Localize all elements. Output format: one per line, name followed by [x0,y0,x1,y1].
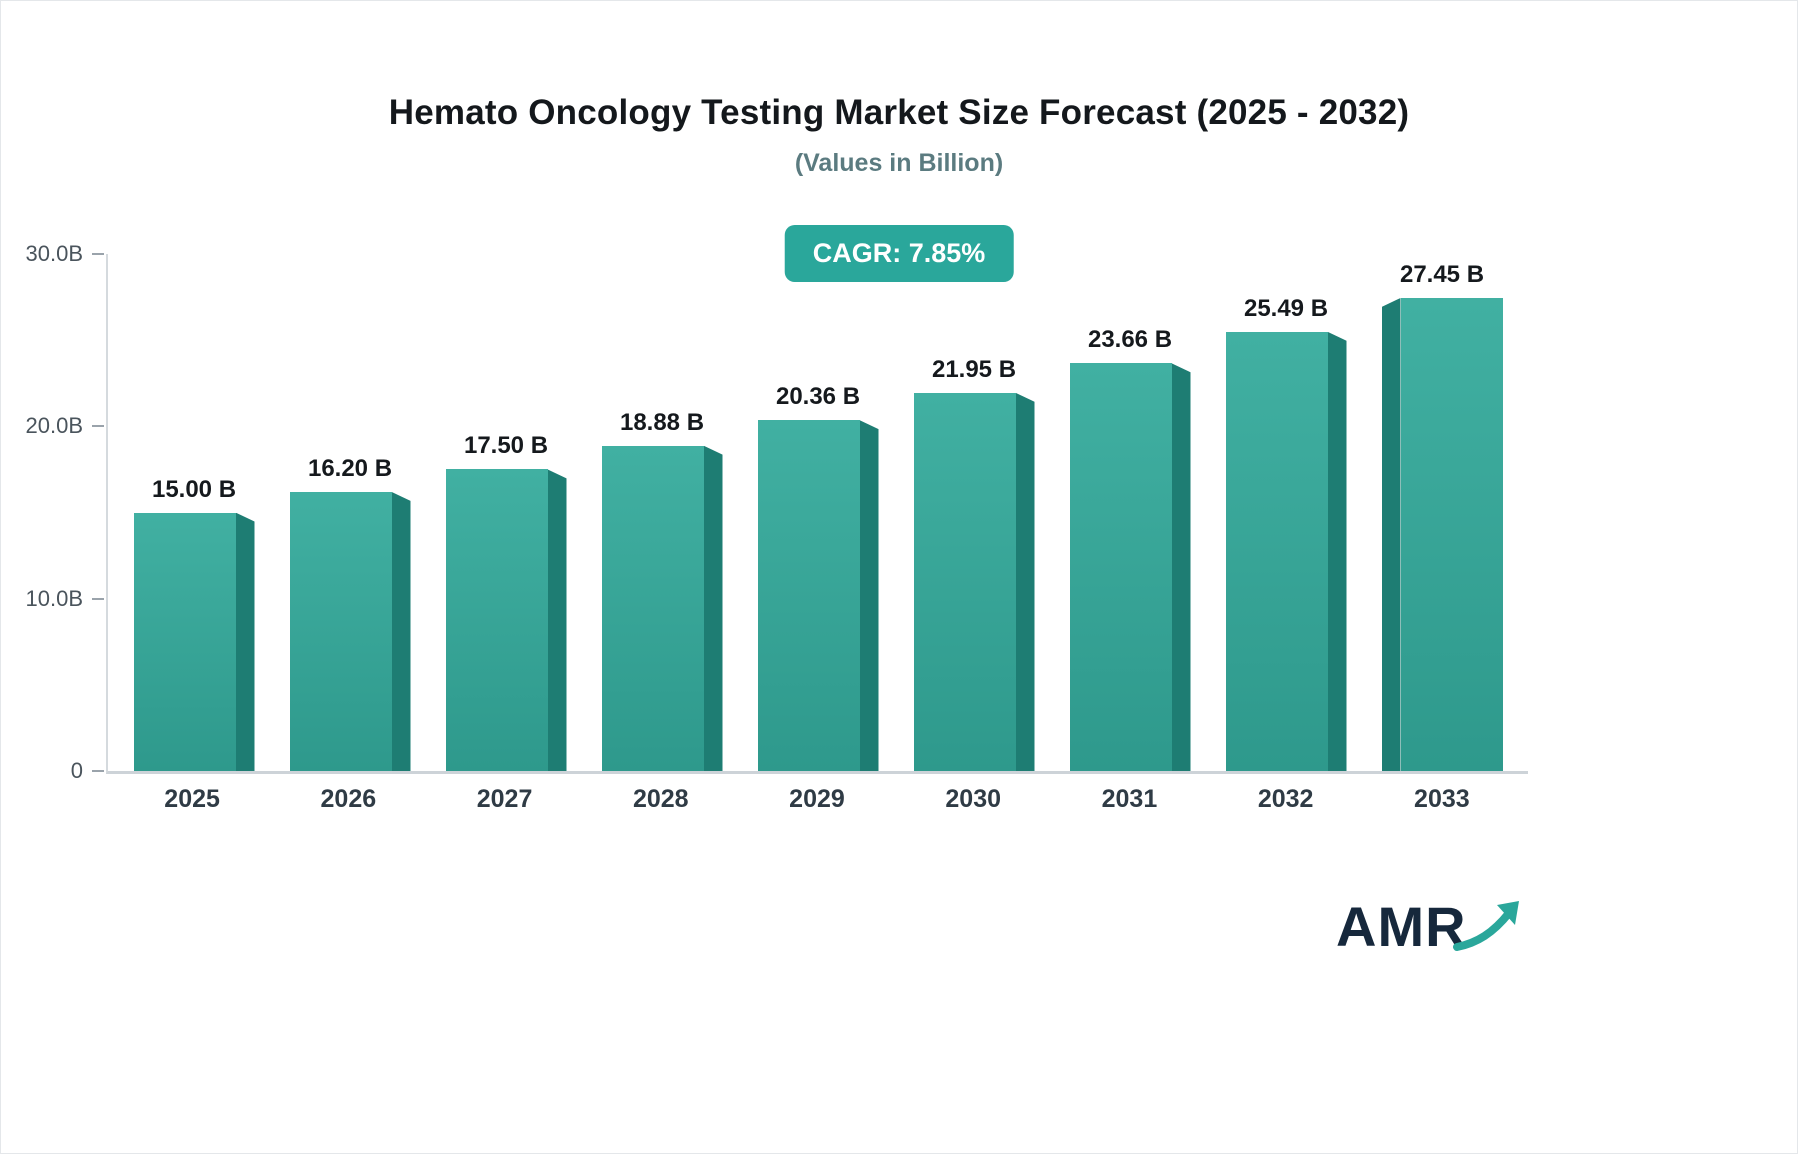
bar-value-label: 16.20 B [307,454,393,482]
bar-side [235,512,255,771]
x-axis-label: 2030 [945,785,1002,813]
bar-group-2025: 15.00 B [133,254,255,771]
bar-side [859,420,879,771]
tick-mark-icon [92,597,104,600]
bar-value-label: 17.50 B [463,432,549,460]
chart-title: Hemato Oncology Testing Market Size Fore… [388,93,1410,132]
y-tick: 10.0B [1,586,104,612]
bar-face [445,469,548,771]
tick-mark-icon [92,770,104,772]
bar [445,469,567,771]
cagr-badge: CAGR: 7.85% [784,225,1014,282]
bar-face [1069,363,1172,771]
bars-row: 15.00 B 16.20 B 17.50 B 18.88 B 20.36 B 21.95… [108,254,1528,771]
y-tick: 30.0B [1,241,104,267]
x-axis-label: 2028 [632,785,689,813]
bar-value-label: 25.49 B [1243,294,1329,322]
tick-mark-icon [92,253,104,255]
x-axis-label: 2031 [1101,785,1158,813]
y-tick-label: 10.0B [25,585,84,611]
bar [289,491,411,771]
x-axis-label: 2029 [789,785,845,813]
bar-face [757,420,860,771]
bar [1069,363,1191,771]
y-tick-label: 30.0B [25,241,84,266]
bar-face [1225,331,1328,771]
bar-face [913,392,1016,771]
bar-side [547,469,567,771]
x-axis-label: 2032 [1257,785,1314,813]
bar [757,420,879,771]
x-axis-label: 2025 [164,785,220,813]
y-axis: 0 10.0B 20.0B 30.0B [1,241,104,783]
tick-mark-icon [92,425,104,428]
bar-group-2032: 25.49 B [1225,254,1347,771]
bar-side [1381,297,1401,771]
bar-side [391,491,411,771]
bar-side [703,445,723,771]
bar-face [601,445,704,771]
y-tick-label: 20.0B [25,413,84,439]
bar [133,512,255,771]
bar-value-label: 27.45 B [1399,260,1485,288]
x-axis-label: 2026 [320,785,377,813]
bar-value-label: 23.66 B [1087,326,1173,354]
bar-value-label: 15.00 B [151,475,237,503]
bar-face [289,491,392,771]
y-tick: 20.0B [1,413,104,439]
bar-group-2029: 20.36 B [757,254,879,771]
arrow-up-right-icon [1452,901,1519,951]
amr-logo-text: AMR [1336,895,1467,958]
bar-side [1327,331,1347,771]
bar-group-2027: 17.50 B [445,254,567,771]
bar-value-label: 21.95 B [931,355,1017,383]
bar-group-2026: 16.20 B [289,254,411,771]
bar-value-label: 20.36 B [775,383,861,411]
bar [913,392,1035,771]
bar-value-label: 18.88 B [619,408,705,436]
bar [601,445,723,771]
chart-subtitle: (Values in Billion) [794,149,1004,177]
bar-group-2033: 27.45 B [1381,254,1503,771]
plot-area: 15.00 B 16.20 B 17.50 B 18.88 B 20.36 B 21.95… [106,254,1528,774]
bar-side [1015,392,1035,771]
bar-face [1400,297,1503,771]
y-tick-label: 0 [70,758,83,783]
bar [1225,331,1347,771]
y-tick: 0 [1,758,104,784]
bar [1381,297,1503,771]
x-axis-row: 2025 2026 2027 2028 2029 2030 2031 2032 2033 [106,785,1528,814]
bar-group-2030: 21.95 B [913,254,1035,771]
bar-group-2031: 23.66 B [1069,254,1191,771]
bar-face [133,512,236,771]
x-axis-label: 2027 [476,785,533,813]
amr-logo: AMR [1336,899,1525,955]
x-axis-label: 2033 [1414,785,1470,813]
bar-side [1171,363,1191,771]
bar-group-2028: 18.88 B [601,254,723,771]
